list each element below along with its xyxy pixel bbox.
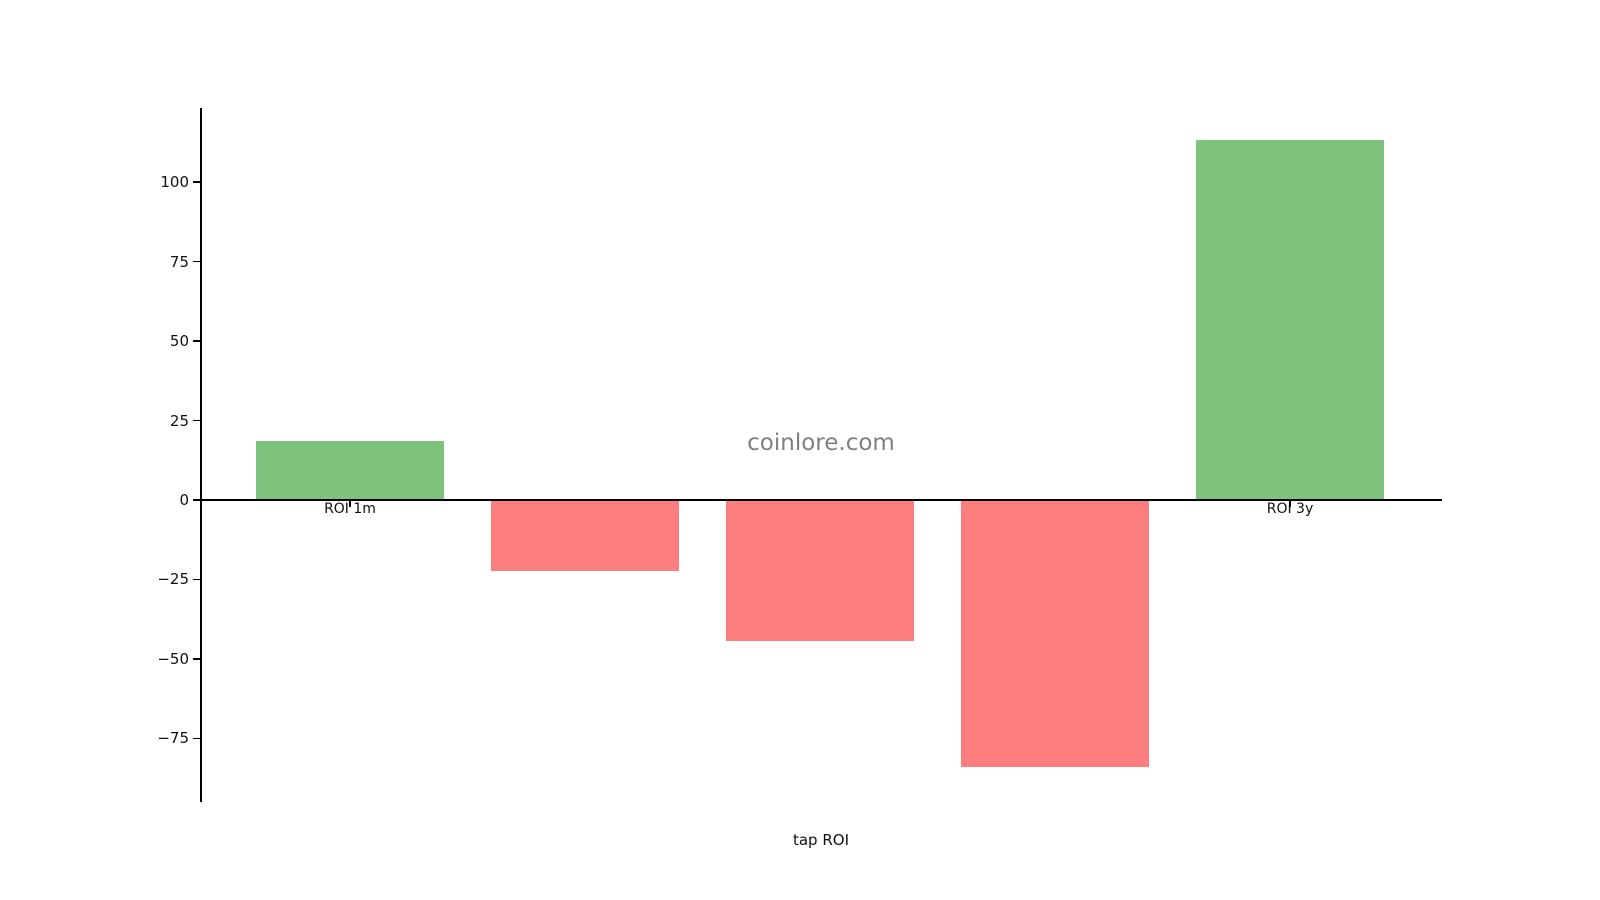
roi-bar-3[interactable] — [961, 499, 1149, 768]
y-tick-mark — [193, 181, 200, 183]
roi-bar-1[interactable] — [491, 499, 679, 571]
y-tick-label: 0 — [179, 490, 189, 509]
y-tick-label: 25 — [169, 411, 189, 430]
y-axis-line — [200, 108, 202, 802]
x-tick-mark — [1289, 499, 1291, 507]
x-tick-label: ROI 3y — [1266, 500, 1314, 517]
y-tick-mark — [193, 499, 200, 501]
y-tick-label: 100 — [160, 173, 189, 192]
roi-bar-4[interactable] — [1196, 139, 1384, 500]
x-tick-mark — [349, 499, 351, 507]
watermark: coinlore.com — [747, 430, 895, 456]
y-tick-label: 50 — [169, 332, 189, 351]
y-tick-mark — [193, 260, 200, 263]
y-tick-label: −50 — [157, 649, 189, 668]
y-tick-label: −25 — [157, 570, 189, 589]
x-axis-title: tap ROI — [792, 831, 849, 849]
roi-bar-2[interactable] — [726, 499, 914, 641]
y-tick-mark — [193, 658, 200, 660]
y-tick-mark — [193, 578, 200, 581]
y-tick-mark — [193, 340, 200, 342]
x-tick-label: ROI 1m — [324, 500, 376, 517]
roi-bar-0[interactable] — [256, 440, 444, 500]
y-tick-mark — [193, 419, 200, 422]
y-tick-label: −75 — [157, 729, 189, 748]
y-tick-mark — [193, 737, 200, 740]
x-axis-zero-line — [200, 499, 1442, 501]
y-tick-label: 75 — [169, 252, 189, 271]
